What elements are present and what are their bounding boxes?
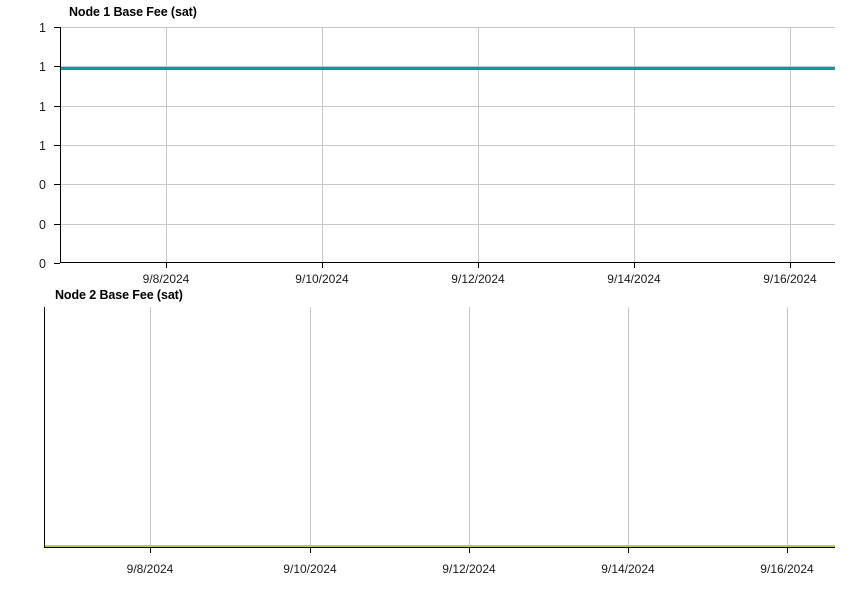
chart-title-node-2: Node 2 Base Fee (sat)	[55, 288, 183, 302]
x-axis-node-2	[44, 547, 835, 548]
x-tick-label: 9/16/2024	[760, 562, 814, 576]
x-tick-label: 9/10/2024	[295, 272, 349, 286]
gridline-vertical	[478, 27, 479, 263]
plot-area-node-2	[44, 307, 835, 553]
x-tick-label: 9/16/2024	[763, 272, 817, 286]
x-tick-label: 9/14/2024	[601, 562, 655, 576]
x-tick-label: 9/10/2024	[283, 562, 337, 576]
gridline-horizontal	[60, 184, 835, 186]
x-tick-label: 9/14/2024	[607, 272, 661, 286]
x-tick-mark	[787, 548, 788, 553]
y-tick-label: 0	[39, 217, 46, 232]
y-tick-mark: 1	[39, 100, 60, 114]
plot-area-node-1: 1 1 1 1 0 0 0	[39, 21, 835, 271]
gridline-vertical	[150, 307, 151, 548]
data-series-node-2-base-fee	[44, 545, 835, 548]
data-series-node-1-base-fee	[60, 67, 835, 70]
gridline-vertical	[310, 307, 311, 548]
x-tick-mark	[150, 548, 151, 553]
y-axis-node-2	[44, 307, 45, 548]
y-tick-mark: 0	[39, 218, 60, 232]
x-tick-mark	[478, 263, 479, 268]
y-axis-node-1	[60, 27, 61, 263]
x-tick-label: 9/8/2024	[126, 562, 174, 576]
x-tick-mark	[310, 548, 311, 553]
y-tick-label: 0	[39, 257, 46, 271]
gridline-horizontal	[60, 145, 835, 146]
gridline-vertical	[469, 307, 470, 548]
x-tick-mark	[790, 263, 791, 268]
y-tick-mark: 1	[39, 139, 60, 153]
gridline-horizontal	[60, 27, 835, 28]
gridline-vertical	[634, 27, 635, 263]
y-tick-mark: 1	[39, 60, 60, 74]
y-tick-mark: 0	[39, 257, 60, 271]
y-tick-label: 1	[39, 60, 46, 75]
x-tick-mark	[322, 263, 323, 268]
x-tick-label: 9/8/2024	[142, 272, 190, 286]
x-tick-label: 9/12/2024	[451, 272, 505, 286]
x-tick-label: 9/12/2024	[442, 562, 496, 576]
x-tick-mark	[166, 263, 167, 268]
gridline-vertical	[322, 27, 323, 263]
y-tick-label: 1	[39, 99, 46, 114]
gridline-horizontal	[60, 223, 835, 225]
gridline-horizontal	[60, 105, 835, 107]
x-tick-mark	[469, 548, 470, 553]
chart-panel-node-2: Node 2 Base Fee (sat) 9/8/2024 9/10/2024…	[0, 285, 860, 600]
y-tick-label: 1	[39, 21, 46, 35]
chart-panel-node-1: Node 1 Base Fee (sat) 1 1 1 1	[0, 0, 860, 290]
x-tick-mark	[628, 548, 629, 553]
x-axis-node-1	[60, 262, 835, 263]
y-tick-label: 0	[39, 178, 46, 193]
chart-title-node-1: Node 1 Base Fee (sat)	[69, 5, 197, 19]
gridline-vertical	[787, 307, 788, 548]
gridline-horizontal	[60, 66, 835, 68]
y-tick-label: 1	[39, 139, 46, 153]
x-tick-mark	[634, 263, 635, 268]
gridline-vertical	[166, 27, 167, 263]
gridline-vertical	[790, 27, 791, 263]
gridline-vertical	[628, 307, 629, 548]
y-tick-mark: 0	[39, 178, 60, 192]
y-tick-mark: 1	[39, 21, 60, 35]
